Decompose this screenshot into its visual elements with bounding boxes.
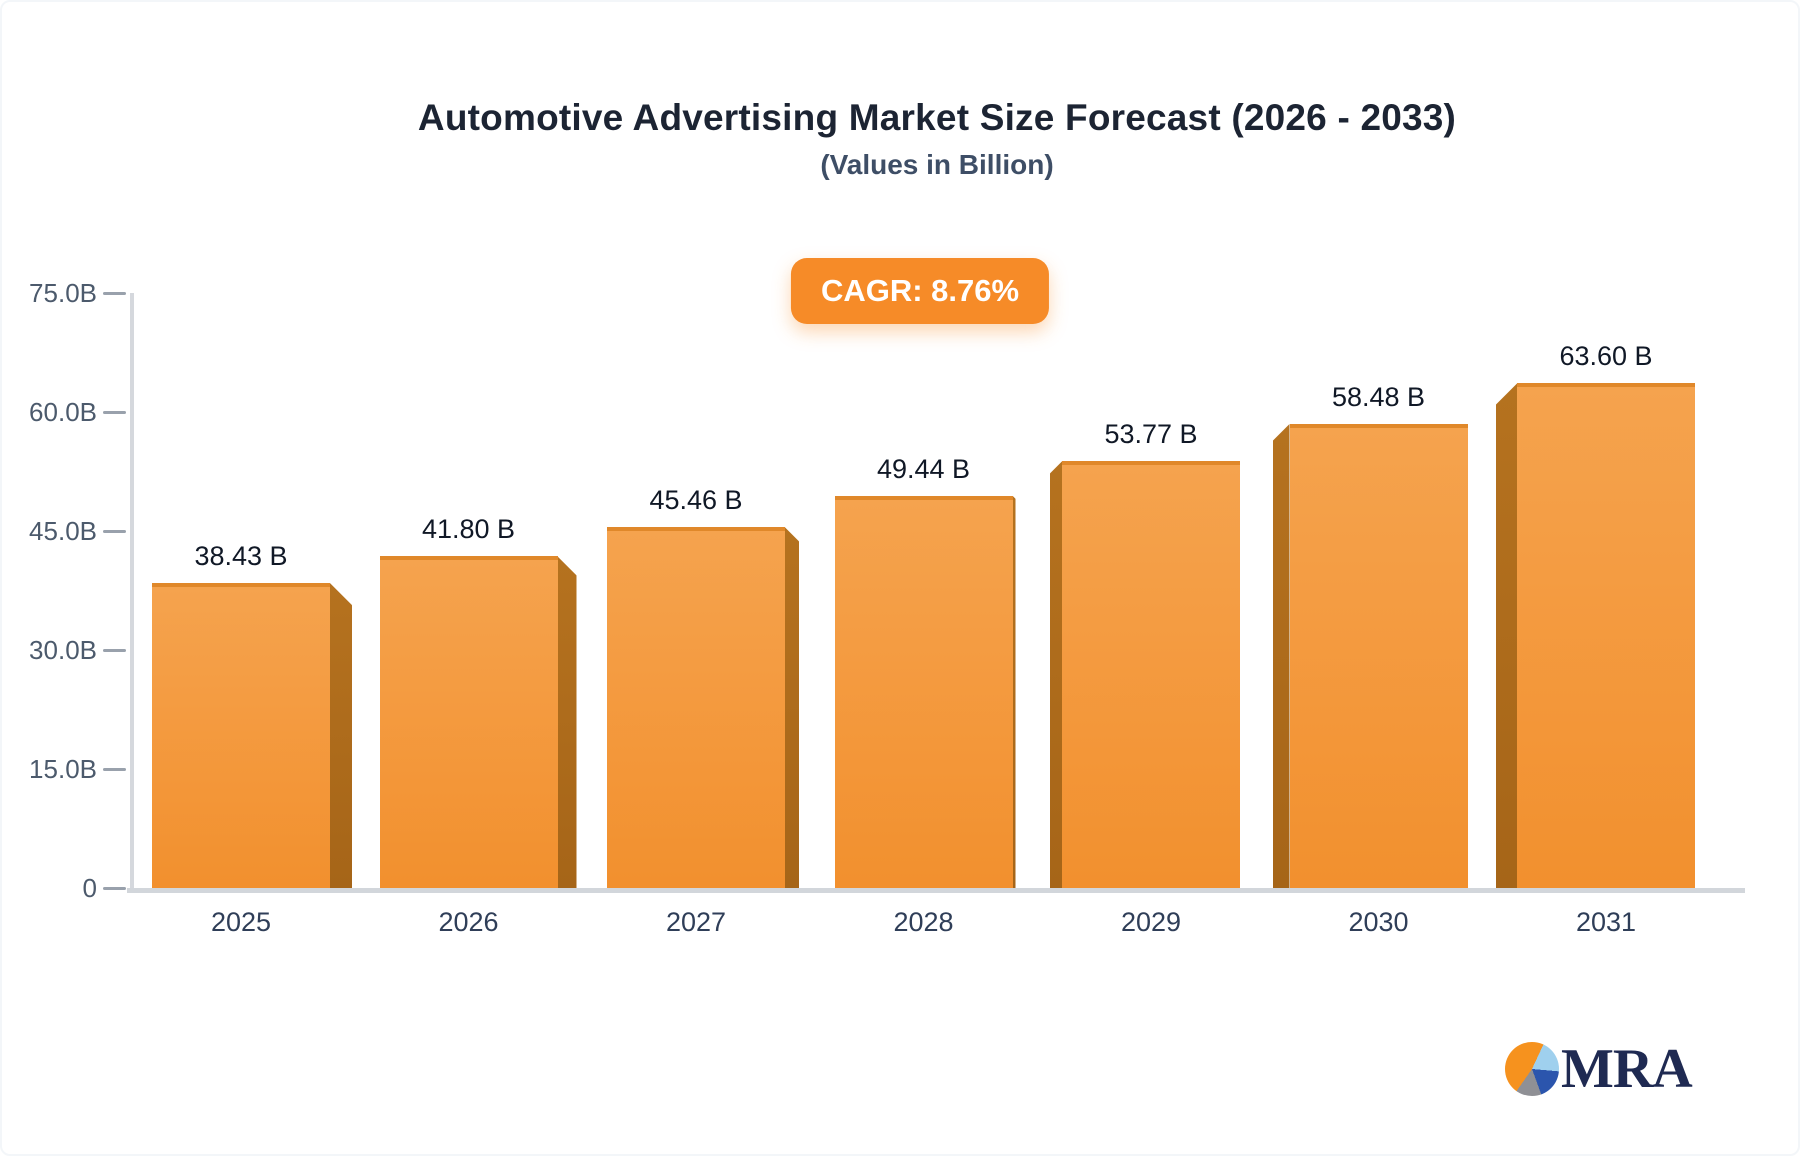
y-tick-label: 60.0B bbox=[29, 397, 97, 427]
bar-2030[interactable] bbox=[1289, 424, 1468, 888]
y-tick-label: 30.0B bbox=[29, 635, 97, 665]
cagr-badge: CAGR: 8.76% bbox=[790, 258, 1050, 324]
y-tick-mark bbox=[103, 768, 126, 771]
brand-logo-text: MRA bbox=[1561, 1038, 1693, 1100]
chart-title: Automotive Advertising Market Size Forec… bbox=[417, 97, 1457, 138]
y-tick-mark bbox=[103, 411, 126, 414]
x-tick-label: 2031 bbox=[1575, 907, 1637, 937]
brand-logo: MRA bbox=[1505, 1038, 1693, 1100]
y-axis-line bbox=[130, 293, 134, 888]
bar-side-face bbox=[1012, 495, 1016, 888]
bar-2025[interactable] bbox=[152, 583, 330, 888]
x-tick-label: 2025 bbox=[210, 907, 272, 937]
y-tick-label: 15.0B bbox=[29, 754, 97, 784]
pie-chart-logo-icon bbox=[1505, 1042, 1559, 1096]
y-tick-label: 75.0B bbox=[29, 278, 97, 308]
y-tick-mark bbox=[103, 649, 126, 652]
bar-value-label: 45.46 B bbox=[649, 485, 743, 516]
bar-2026[interactable] bbox=[379, 556, 558, 888]
bar-value-label: 38.43 B bbox=[194, 541, 288, 572]
bar-side-face bbox=[557, 556, 577, 888]
bar-side-face bbox=[785, 527, 799, 888]
bar-2031[interactable] bbox=[1517, 383, 1695, 888]
bar-value-label: 41.80 B bbox=[421, 514, 516, 545]
bar-side-face bbox=[1050, 461, 1062, 888]
bar-2029[interactable] bbox=[1062, 461, 1240, 888]
x-tick-label: 2030 bbox=[1348, 907, 1409, 937]
x-tick-label: 2028 bbox=[893, 907, 954, 937]
bar-2028[interactable] bbox=[834, 495, 1013, 888]
bar-value-label: 49.44 B bbox=[876, 453, 971, 484]
y-tick-mark bbox=[103, 887, 126, 890]
bar-value-label: 53.77 B bbox=[1104, 419, 1198, 450]
bar-value-label: 58.48 B bbox=[1331, 382, 1426, 413]
bar-side-face bbox=[330, 583, 352, 888]
y-tick-mark bbox=[103, 530, 126, 533]
x-tick-label: 2026 bbox=[438, 907, 499, 937]
x-axis-baseline bbox=[127, 888, 1745, 893]
x-tick-label: 2029 bbox=[1120, 907, 1182, 937]
bar-side-face bbox=[1496, 383, 1517, 888]
bar-2027[interactable] bbox=[607, 527, 785, 888]
y-tick-label: 45.0B bbox=[29, 516, 97, 546]
bar-side-face bbox=[1272, 424, 1290, 888]
y-tick-mark bbox=[103, 292, 126, 295]
bar-value-label: 63.60 B bbox=[1559, 341, 1653, 372]
x-tick-label: 2027 bbox=[665, 907, 727, 937]
chart-subtitle: (Values in Billion) bbox=[820, 149, 1054, 180]
y-tick-label: 0 bbox=[82, 873, 97, 903]
